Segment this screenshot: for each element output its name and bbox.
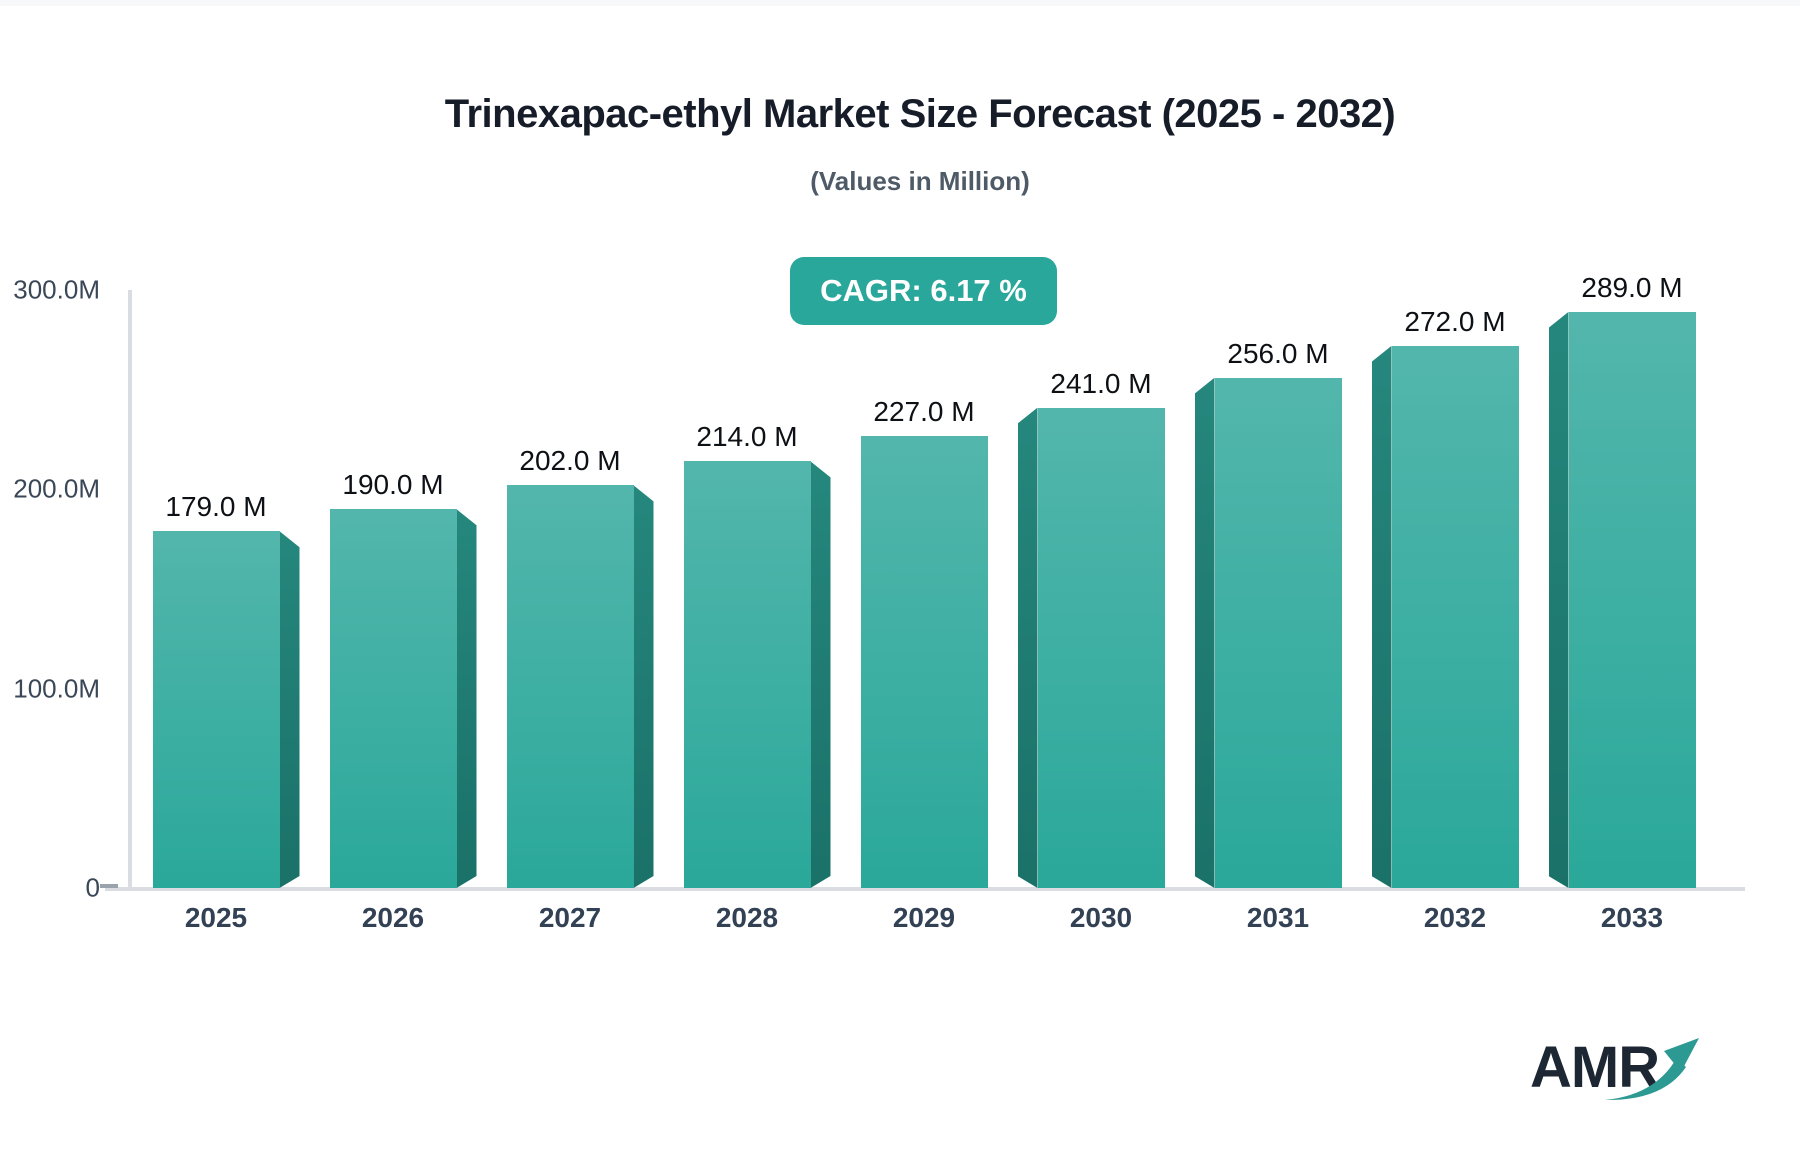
bar-face-2029 [860,435,988,888]
bar-side-2032 [1372,346,1392,888]
bar-value-label: 179.0 M [165,491,267,523]
bar-value-label: 190.0 M [342,469,444,501]
bar-side-2026 [457,509,477,888]
x-tick-label: 2027 [538,902,602,933]
y-tick-label: 100.0M [13,673,100,704]
y-tick-label: 0 [85,872,100,903]
bar-side-2033 [1549,312,1569,888]
y-axis-line [128,290,132,890]
chart-title: Trinexapac-ethyl Market Size Forecast (2… [444,92,1396,136]
bar-value-label: 241.0 M [1050,367,1152,399]
zero-tick-mark [100,884,118,888]
x-tick-label: 2026 [361,902,425,933]
bar-value-label: 227.0 M [873,395,975,427]
bar-face-2031 [1214,377,1342,888]
bar-value-label: 289.0 M [1581,271,1683,303]
bar-face-2026 [329,509,457,888]
x-tick-label: 2025 [184,902,248,933]
x-tick-label: 2028 [715,902,779,933]
bar-value-label: 272.0 M [1404,305,1506,337]
bar-side-2030 [1018,408,1038,888]
bar-value-label: 214.0 M [696,421,798,453]
x-tick-label: 2032 [1423,902,1487,933]
bar-value-label: 202.0 M [519,445,621,477]
bar-side-2031 [1195,378,1215,888]
logo-text: AMR [1530,1035,1659,1100]
amr-logo-svg: AMR [1530,1035,1699,1101]
bar-face-2033 [1568,311,1696,888]
amr-logo: AMR [1522,1026,1707,1108]
chart-subtitle: (Values in Million) [810,166,1030,196]
bar-face-2027 [506,485,634,888]
cagr-badge: CAGR: 6.17 % [790,257,1057,325]
y-tick-label: 300.0M [13,274,100,305]
x-tick-label: 2030 [1069,902,1133,933]
x-tick-label: 2029 [892,902,956,933]
y-tick-label: 200.0M [13,473,100,504]
bar-side-2028 [811,461,831,888]
bar-value-label: 256.0 M [1227,337,1329,369]
x-tick-label: 2031 [1246,902,1310,933]
bar-side-2025 [280,531,300,888]
bar-face-2030 [1037,407,1165,888]
logo-arrowhead-icon [1664,1038,1699,1072]
bar-side-2027 [634,485,654,888]
bar-face-2025 [152,531,280,888]
x-axis-line [105,887,1745,891]
bar-face-2028 [683,461,811,888]
bar-face-2032 [1391,345,1519,888]
top-strip [0,0,1800,6]
x-tick-label: 2033 [1600,902,1664,933]
